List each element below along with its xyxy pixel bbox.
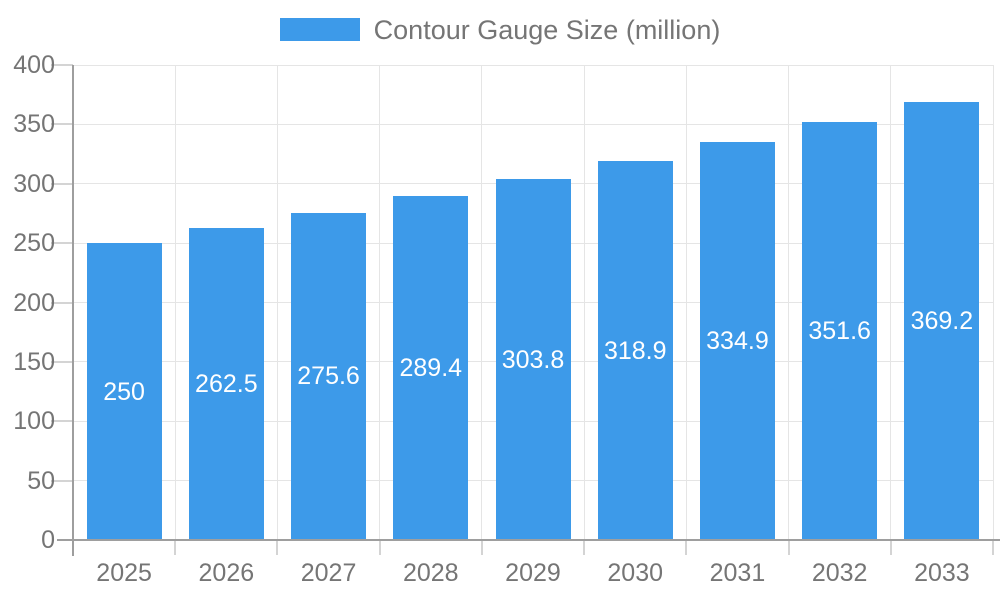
plot-area: 0 50 100 150 200 250 300 350 400 250 2025 262.5 2026… <box>13 52 1000 586</box>
gridline <box>685 65 687 540</box>
x-axis-label: 2025 <box>96 559 152 587</box>
bar[interactable] <box>291 212 367 540</box>
y-axis-label: 100 <box>13 407 55 436</box>
y-axis-tick <box>51 242 73 245</box>
gridline <box>481 65 483 540</box>
x-axis-label: 2028 <box>402 559 459 587</box>
y-axis-tick <box>51 301 73 304</box>
bar[interactable] <box>597 161 673 540</box>
x-axis-label: 2027 <box>300 559 357 587</box>
y-axis-tick <box>51 479 73 482</box>
gridline <box>73 123 993 125</box>
bar-value-label: 351.6 <box>808 317 871 346</box>
x-axis-line <box>57 539 1000 541</box>
legend-item[interactable]: Contour Gauge Size (million) <box>279 15 721 45</box>
bar[interactable] <box>188 228 264 540</box>
x-axis-label: 2030 <box>607 559 664 587</box>
bar[interactable] <box>904 101 980 540</box>
gridline <box>174 65 176 540</box>
gridline <box>583 65 585 540</box>
x-axis-label: 2033 <box>914 559 970 587</box>
bar-value-label: 303.8 <box>501 345 565 374</box>
y-axis-label: 50 <box>27 466 55 495</box>
y-axis-label: 0 <box>41 526 55 554</box>
x-axis-tick <box>480 540 483 555</box>
x-axis-label: 2029 <box>505 559 561 587</box>
y-axis-tick <box>51 360 73 363</box>
x-axis-tick <box>174 540 177 555</box>
y-axis-label: 350 <box>13 110 55 139</box>
x-axis-tick <box>787 540 790 555</box>
gridline <box>890 65 892 540</box>
y-axis-tick <box>51 182 73 185</box>
bar-value-label: 334.9 <box>706 327 769 356</box>
legend: Contour Gauge Size (million) <box>0 15 1000 44</box>
bar-value-label: 262.5 <box>195 370 258 399</box>
y-axis-label: 400 <box>13 51 55 79</box>
y-axis-label: 200 <box>13 288 55 317</box>
bar-value-label: 289.4 <box>399 354 463 383</box>
gridline <box>992 65 994 540</box>
y-axis-label: 250 <box>13 229 55 258</box>
y-axis-label: 150 <box>13 347 55 376</box>
x-axis-tick <box>992 540 994 555</box>
y-axis-label: 300 <box>13 169 55 198</box>
bar-value-label: 250 <box>103 377 145 406</box>
legend-label: Contour Gauge Size (million) <box>373 15 721 45</box>
y-axis-tick <box>51 123 73 126</box>
y-axis-tick <box>51 64 73 66</box>
x-axis-tick <box>889 540 892 555</box>
x-axis-tick <box>276 540 279 555</box>
bar-value-label: 275.6 <box>297 362 360 391</box>
x-axis-label: 2026 <box>198 559 255 587</box>
x-axis-tick <box>685 540 688 555</box>
x-axis-label: 2031 <box>709 559 766 587</box>
bar-value-label: 318.9 <box>603 336 667 365</box>
gridline <box>73 64 993 66</box>
bar[interactable] <box>699 142 775 540</box>
bar[interactable] <box>86 243 162 540</box>
bar[interactable] <box>802 122 878 540</box>
x-axis-label: 2032 <box>811 559 868 587</box>
bar[interactable] <box>393 196 469 540</box>
y-axis-line <box>72 65 74 556</box>
gridline <box>276 65 278 540</box>
x-axis-tick <box>583 540 586 555</box>
legend-swatch <box>279 18 360 41</box>
bar-value-label: 369.2 <box>910 306 974 335</box>
gridline <box>379 65 381 540</box>
y-axis-tick <box>51 420 73 423</box>
bar[interactable] <box>495 179 571 540</box>
gridline <box>788 65 790 540</box>
x-axis-tick <box>378 540 381 555</box>
